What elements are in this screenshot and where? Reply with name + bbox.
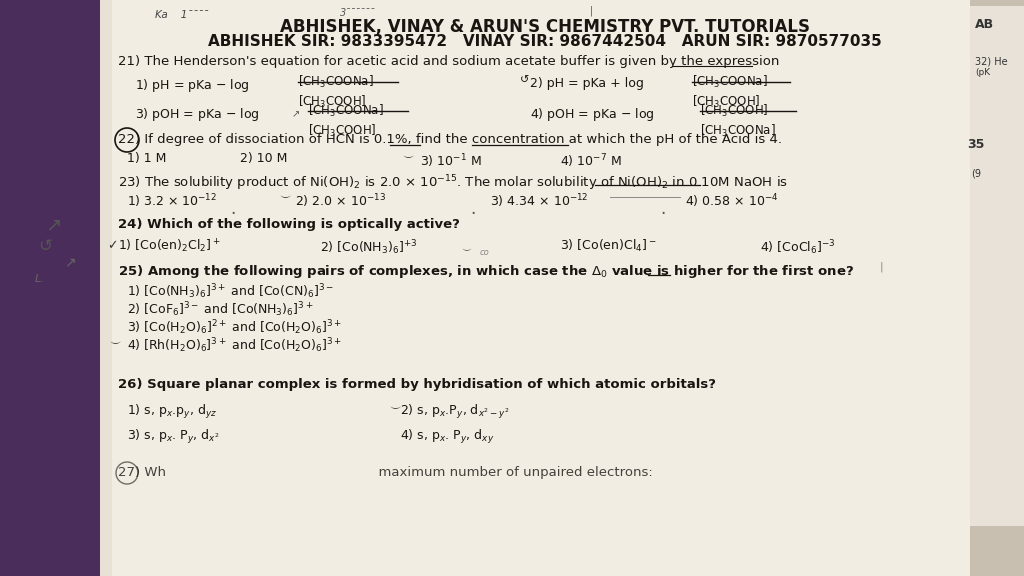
Bar xyxy=(100,0,970,576)
Text: $\smile$: $\smile$ xyxy=(278,190,292,200)
Text: 1) [Co(NH$_3$)$_6$]$^{3+}$ and [Co(CN)$_6$]$^{3-}$: 1) [Co(NH$_3$)$_6$]$^{3+}$ and [Co(CN)$_… xyxy=(127,282,334,301)
Text: $\nearrow$: $\nearrow$ xyxy=(62,256,77,270)
Text: 4) [CoCl$_6$]$^{-3}$: 4) [CoCl$_6$]$^{-3}$ xyxy=(760,238,836,257)
Text: 3) s, p$_x$. P$_y$, d$_{x^2}$: 3) s, p$_x$. P$_y$, d$_{x^2}$ xyxy=(127,428,220,446)
Text: ABHISHEK SIR: 9833395472   VINAY SIR: 9867442504   ARUN SIR: 9870577035: ABHISHEK SIR: 9833395472 VINAY SIR: 9867… xyxy=(208,34,882,49)
Text: |: | xyxy=(590,6,593,17)
Bar xyxy=(0,0,100,576)
Text: 4) pOH = pKa $-$ log: 4) pOH = pKa $-$ log xyxy=(530,106,654,123)
Text: 27) Wh                                                  maximum number of unpair: 27) Wh maximum number of unpair xyxy=(118,466,652,479)
Text: $\smile$: $\smile$ xyxy=(387,401,401,411)
Text: L.: L. xyxy=(35,274,45,284)
Text: $\nearrow$: $\nearrow$ xyxy=(290,109,301,119)
Text: 4) s, p$_x$. P$_y$, d$_{xy}$: 4) s, p$_x$. P$_y$, d$_{xy}$ xyxy=(400,428,495,446)
Text: .: . xyxy=(230,200,236,218)
Text: 3) 10$^{-1}$ M: 3) 10$^{-1}$ M xyxy=(420,152,481,169)
Text: 2) 10 M: 2) 10 M xyxy=(240,152,288,165)
Text: .: . xyxy=(470,200,475,218)
Text: 3) 4.34 $\times$ 10$^{-12}$: 3) 4.34 $\times$ 10$^{-12}$ xyxy=(490,192,589,210)
Text: 4) 0.58 $\times$ 10$^{-4}$: 4) 0.58 $\times$ 10$^{-4}$ xyxy=(685,192,778,210)
Bar xyxy=(100,0,112,576)
Text: 35: 35 xyxy=(967,138,984,151)
Text: 24) Which of the following is optically active?: 24) Which of the following is optically … xyxy=(118,218,460,231)
Text: 2) 2.0 $\times$ 10$^{-13}$: 2) 2.0 $\times$ 10$^{-13}$ xyxy=(295,192,386,210)
Text: [CH$_3$COONa]: [CH$_3$COONa] xyxy=(700,123,775,139)
Text: $\nearrow$: $\nearrow$ xyxy=(42,216,61,235)
Text: ABHISHEK, VINAY & ARUN'S CHEMISTRY PVT. TUTORIALS: ABHISHEK, VINAY & ARUN'S CHEMISTRY PVT. … xyxy=(280,18,810,36)
Text: $\circlearrowleft$: $\circlearrowleft$ xyxy=(517,74,529,84)
Text: [CH$_3$COONa]: [CH$_3$COONa] xyxy=(298,74,374,90)
Text: 3) [Co(H$_2$O)$_6$]$^{2+}$ and [Co(H$_2$O)$_6$]$^{3+}$: 3) [Co(H$_2$O)$_6$]$^{2+}$ and [Co(H$_2$… xyxy=(127,318,342,337)
Text: 2) pH = pKa + log: 2) pH = pKa + log xyxy=(530,77,644,90)
Text: 32) He: 32) He xyxy=(975,56,1008,66)
Text: 2) [Co(NH$_3$)$_6$]$^{+3}$: 2) [Co(NH$_3$)$_6$]$^{+3}$ xyxy=(319,238,418,257)
Text: 23) The solubility product of Ni(OH)$_2$ is 2.0 $\times$ 10$^{-15}$. The molar s: 23) The solubility product of Ni(OH)$_2$… xyxy=(118,173,788,192)
Text: [CH$_3$COOH]: [CH$_3$COOH] xyxy=(308,123,377,139)
Text: AB: AB xyxy=(975,18,994,31)
Text: [CH$_3$COOH]: [CH$_3$COOH] xyxy=(692,94,761,110)
Text: 1) [Co(en)$_2$Cl$_2$]$^+$: 1) [Co(en)$_2$Cl$_2$]$^+$ xyxy=(118,238,221,255)
Text: 22) If degree of dissociation of HCN is 0.1%, find the concentration at which th: 22) If degree of dissociation of HCN is … xyxy=(118,133,782,146)
Text: 4) 10$^{-7}$ M: 4) 10$^{-7}$ M xyxy=(560,152,622,169)
Text: [CH$_3$COONa]: [CH$_3$COONa] xyxy=(308,103,384,119)
Text: 1) 1 M: 1) 1 M xyxy=(127,152,166,165)
Text: (pK: (pK xyxy=(975,68,990,77)
Text: 1) pH = pKa $-$ log: 1) pH = pKa $-$ log xyxy=(135,77,250,94)
Text: Ka    1¯¯¯¯: Ka 1¯¯¯¯ xyxy=(155,10,208,20)
Text: $\checkmark$: $\checkmark$ xyxy=(106,238,118,251)
Text: 3) pOH = pKa $-$ log: 3) pOH = pKa $-$ log xyxy=(135,106,260,123)
Text: [CH$_3$COONa]: [CH$_3$COONa] xyxy=(692,74,768,90)
Text: 21) The Henderson's equation for acetic acid and sodium acetate buffer is given : 21) The Henderson's equation for acetic … xyxy=(118,55,779,68)
Text: 3¯¯¯¯¯¯: 3¯¯¯¯¯¯ xyxy=(340,8,376,18)
Text: 2) s, p$_x$.P$_y$, d$_{x^2-y^2}$: 2) s, p$_x$.P$_y$, d$_{x^2-y^2}$ xyxy=(400,403,509,421)
Text: 2) [CoF$_6$]$^{3-}$ and [Co(NH$_3$)$_6$]$^{3+}$: 2) [CoF$_6$]$^{3-}$ and [Co(NH$_3$)$_6$]… xyxy=(127,300,313,319)
Text: .: . xyxy=(660,200,666,218)
Text: 4) [Rh(H$_2$O)$_6$]$^{3+}$ and [Co(H$_2$O)$_6$]$^{3+}$: 4) [Rh(H$_2$O)$_6$]$^{3+}$ and [Co(H$_2$… xyxy=(127,336,342,355)
Text: 3) [Co(en)Cl$_4$]$^-$: 3) [Co(en)Cl$_4$]$^-$ xyxy=(560,238,656,254)
Text: [CH$_3$COOH]: [CH$_3$COOH] xyxy=(700,103,768,119)
Text: 26) Square planar complex is formed by hybridisation of which atomic orbitals?: 26) Square planar complex is formed by h… xyxy=(118,378,716,391)
Text: $\smile$: $\smile$ xyxy=(106,336,122,346)
Text: [CH$_3$COOH]: [CH$_3$COOH] xyxy=(298,94,367,110)
Text: $\smile$: $\smile$ xyxy=(460,243,473,253)
Text: 1) 3.2 $\times$ 10$^{-12}$: 1) 3.2 $\times$ 10$^{-12}$ xyxy=(127,192,217,210)
Text: (9: (9 xyxy=(971,168,981,178)
Text: $\smile$: $\smile$ xyxy=(400,150,415,160)
Text: 25) Among the following pairs of complexes, in which case the $\Delta_0$ value i: 25) Among the following pairs of complex… xyxy=(118,263,854,280)
Text: |: | xyxy=(880,261,884,271)
Text: 1) s, p$_x$.p$_y$, d$_{yz}$: 1) s, p$_x$.p$_y$, d$_{yz}$ xyxy=(127,403,217,421)
Text: $\circlearrowleft$: $\circlearrowleft$ xyxy=(35,236,53,254)
Text: co: co xyxy=(480,248,489,257)
Bar xyxy=(970,6,1024,526)
